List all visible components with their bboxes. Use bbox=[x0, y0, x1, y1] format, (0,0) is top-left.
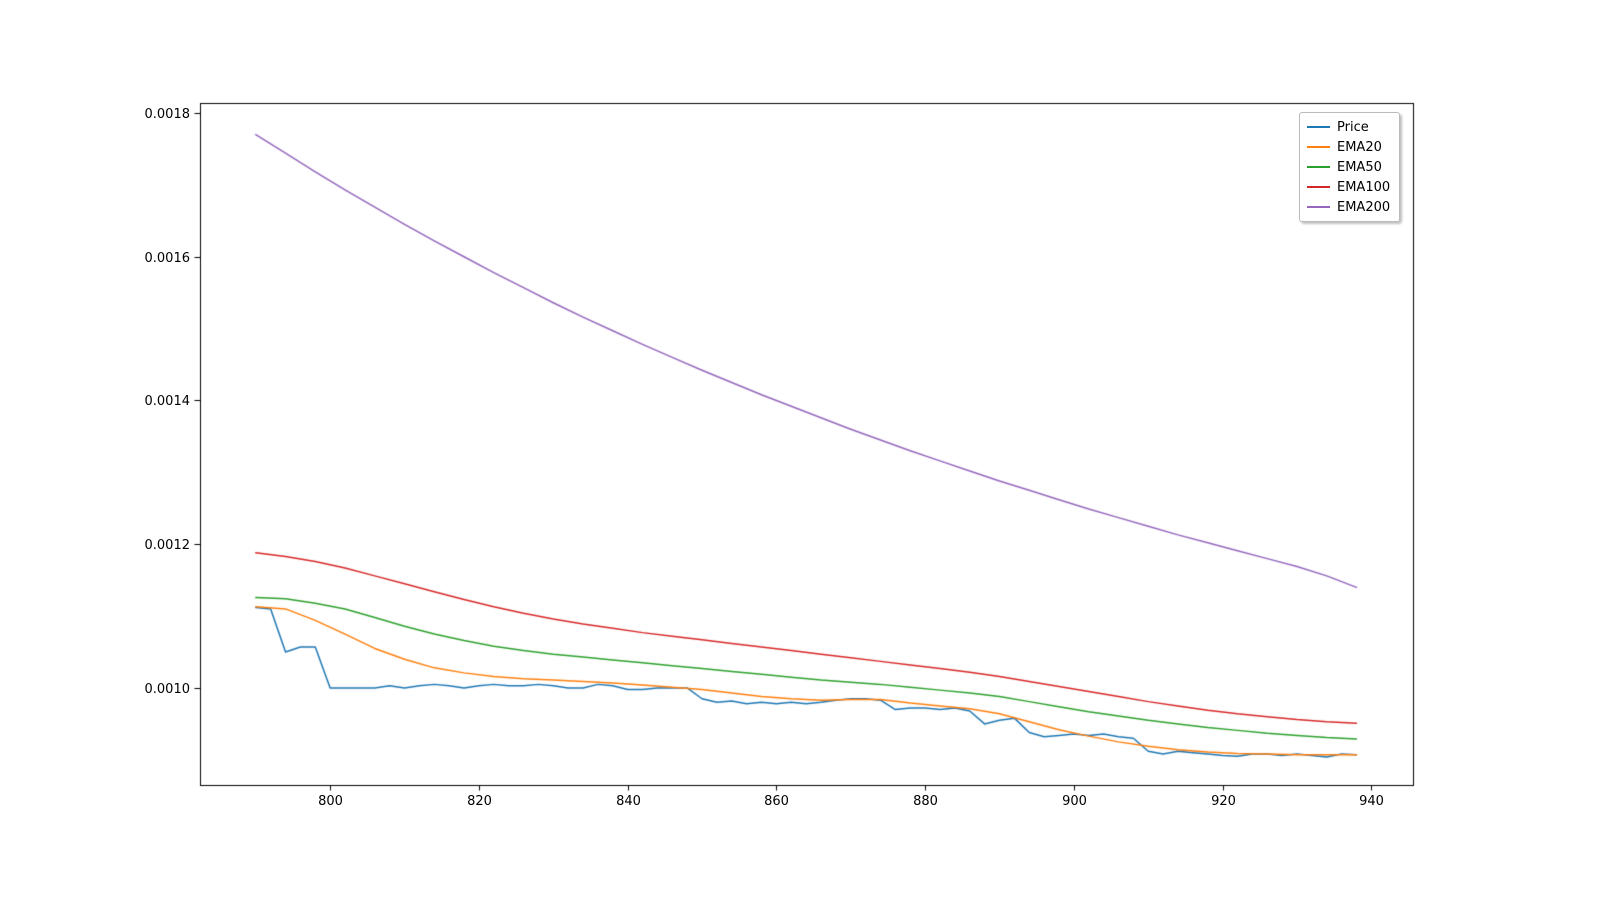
y-tick-label: 0.0018 bbox=[144, 106, 191, 122]
x-tick-label: 940 bbox=[1359, 794, 1384, 809]
x-tick-label: 840 bbox=[616, 794, 641, 809]
legend: Price EMA20 EMA50 EMA100 EMA200 bbox=[1299, 112, 1401, 222]
legend-item-ema100: EMA100 bbox=[1307, 177, 1390, 197]
x-tick-label: 900 bbox=[1062, 794, 1087, 809]
y-tick-label: 0.0010 bbox=[144, 681, 191, 697]
legend-item-price: Price bbox=[1307, 117, 1390, 137]
legend-line-swatch bbox=[1307, 126, 1330, 128]
legend-item-ema200: EMA200 bbox=[1307, 197, 1390, 217]
y-tick-label: 0.0014 bbox=[144, 393, 191, 409]
x-tick-label: 800 bbox=[318, 794, 343, 809]
legend-label: EMA50 bbox=[1337, 159, 1382, 175]
x-tick-label: 880 bbox=[913, 794, 938, 809]
x-tick-label: 860 bbox=[764, 794, 789, 809]
x-tick-label: 920 bbox=[1211, 794, 1236, 809]
legend-item-ema50: EMA50 bbox=[1307, 157, 1390, 177]
legend-line-swatch bbox=[1307, 186, 1330, 188]
legend-item-ema20: EMA20 bbox=[1307, 137, 1390, 157]
x-tick-label: 820 bbox=[467, 794, 492, 809]
legend-line-swatch bbox=[1307, 146, 1330, 148]
y-tick-label: 0.0012 bbox=[144, 537, 191, 553]
legend-label: EMA200 bbox=[1337, 199, 1391, 215]
legend-line-swatch bbox=[1307, 166, 1330, 168]
y-tick-label: 0.0016 bbox=[144, 250, 191, 266]
legend-label: EMA20 bbox=[1337, 139, 1382, 155]
legend-line-swatch bbox=[1307, 206, 1330, 208]
legend-label: Price bbox=[1337, 119, 1369, 135]
legend-label: EMA100 bbox=[1337, 179, 1391, 195]
